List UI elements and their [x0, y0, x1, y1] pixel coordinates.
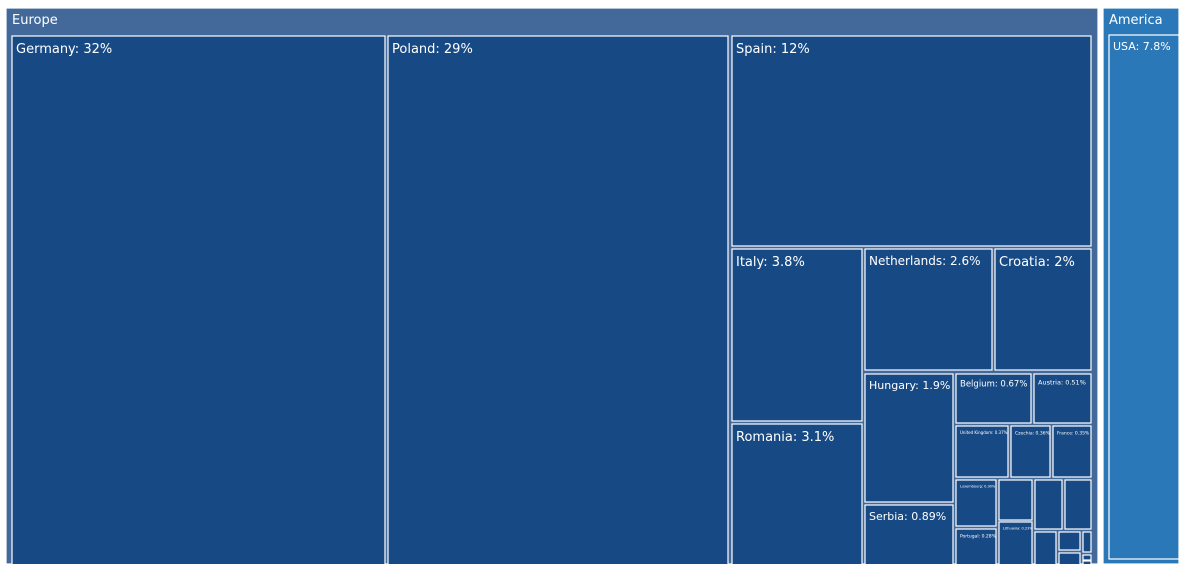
tile-label-hungary: Hungary: 1.9%	[869, 379, 950, 392]
tile-label-croatia: Croatia: 2%	[999, 255, 1075, 270]
tile-portugal	[955, 528, 997, 564]
tile-poland	[387, 35, 729, 564]
tile-small-5	[1058, 531, 1081, 551]
tile-label-netherlands: Netherlands: 2.6%	[869, 254, 981, 268]
tile-hungary	[864, 373, 954, 503]
tile-label-czechia: Czechia: 0.36%	[1015, 431, 1051, 437]
tile-label-lithuania: Lithuania: 0.23%	[1003, 527, 1033, 531]
tile-romania	[731, 423, 863, 564]
tile-small-8	[1082, 554, 1092, 561]
tile-label-luxembourg: Luxembourg: 0.30%	[960, 485, 996, 489]
tile-usa	[1108, 34, 1179, 560]
tile-spain	[731, 35, 1092, 247]
group-label-europe: Europe	[12, 13, 58, 28]
tile-small-7	[1082, 531, 1092, 553]
tile-label-italy: Italy: 3.8%	[736, 255, 805, 270]
tile-label-portugal: Portugal: 0.28%	[960, 534, 997, 540]
tile-small-6	[1058, 552, 1081, 564]
tile-belgium	[955, 373, 1032, 424]
tile-italy	[731, 248, 863, 422]
tile-label-romania: Romania: 3.1%	[736, 430, 834, 445]
tile-small-2	[1034, 479, 1063, 530]
tile-small-1	[998, 479, 1033, 521]
group-label-america: America	[1109, 13, 1163, 28]
tile-label-united-kingdom: United Kingdom: 0.37%	[960, 430, 1008, 435]
tile-label-serbia: Serbia: 0.89%	[869, 510, 946, 523]
tile-label-usa: USA: 7.8%	[1113, 40, 1171, 53]
tile-czechia	[1010, 425, 1051, 478]
tile-serbia	[864, 504, 954, 564]
tile-netherlands	[864, 248, 993, 371]
tile-lithuania	[998, 521, 1033, 564]
tile-label-germany: Germany: 32%	[16, 42, 112, 57]
tile-germany	[11, 35, 386, 564]
tile-austria	[1033, 373, 1092, 424]
tile-small-4	[1034, 531, 1057, 564]
tile-small-3	[1064, 479, 1092, 530]
tile-croatia	[994, 248, 1092, 371]
tile-label-belgium: Belgium: 0.67%	[960, 380, 1027, 390]
tile-label-poland: Poland: 29%	[392, 42, 473, 57]
tile-label-austria: Austria: 0.51%	[1038, 379, 1086, 387]
tile-label-france: France: 0.35%	[1057, 431, 1090, 437]
tile-united-kingdom	[955, 425, 1009, 478]
tile-luxembourg	[955, 479, 997, 527]
tile-label-spain: Spain: 12%	[736, 42, 810, 57]
tile-france	[1052, 425, 1092, 478]
